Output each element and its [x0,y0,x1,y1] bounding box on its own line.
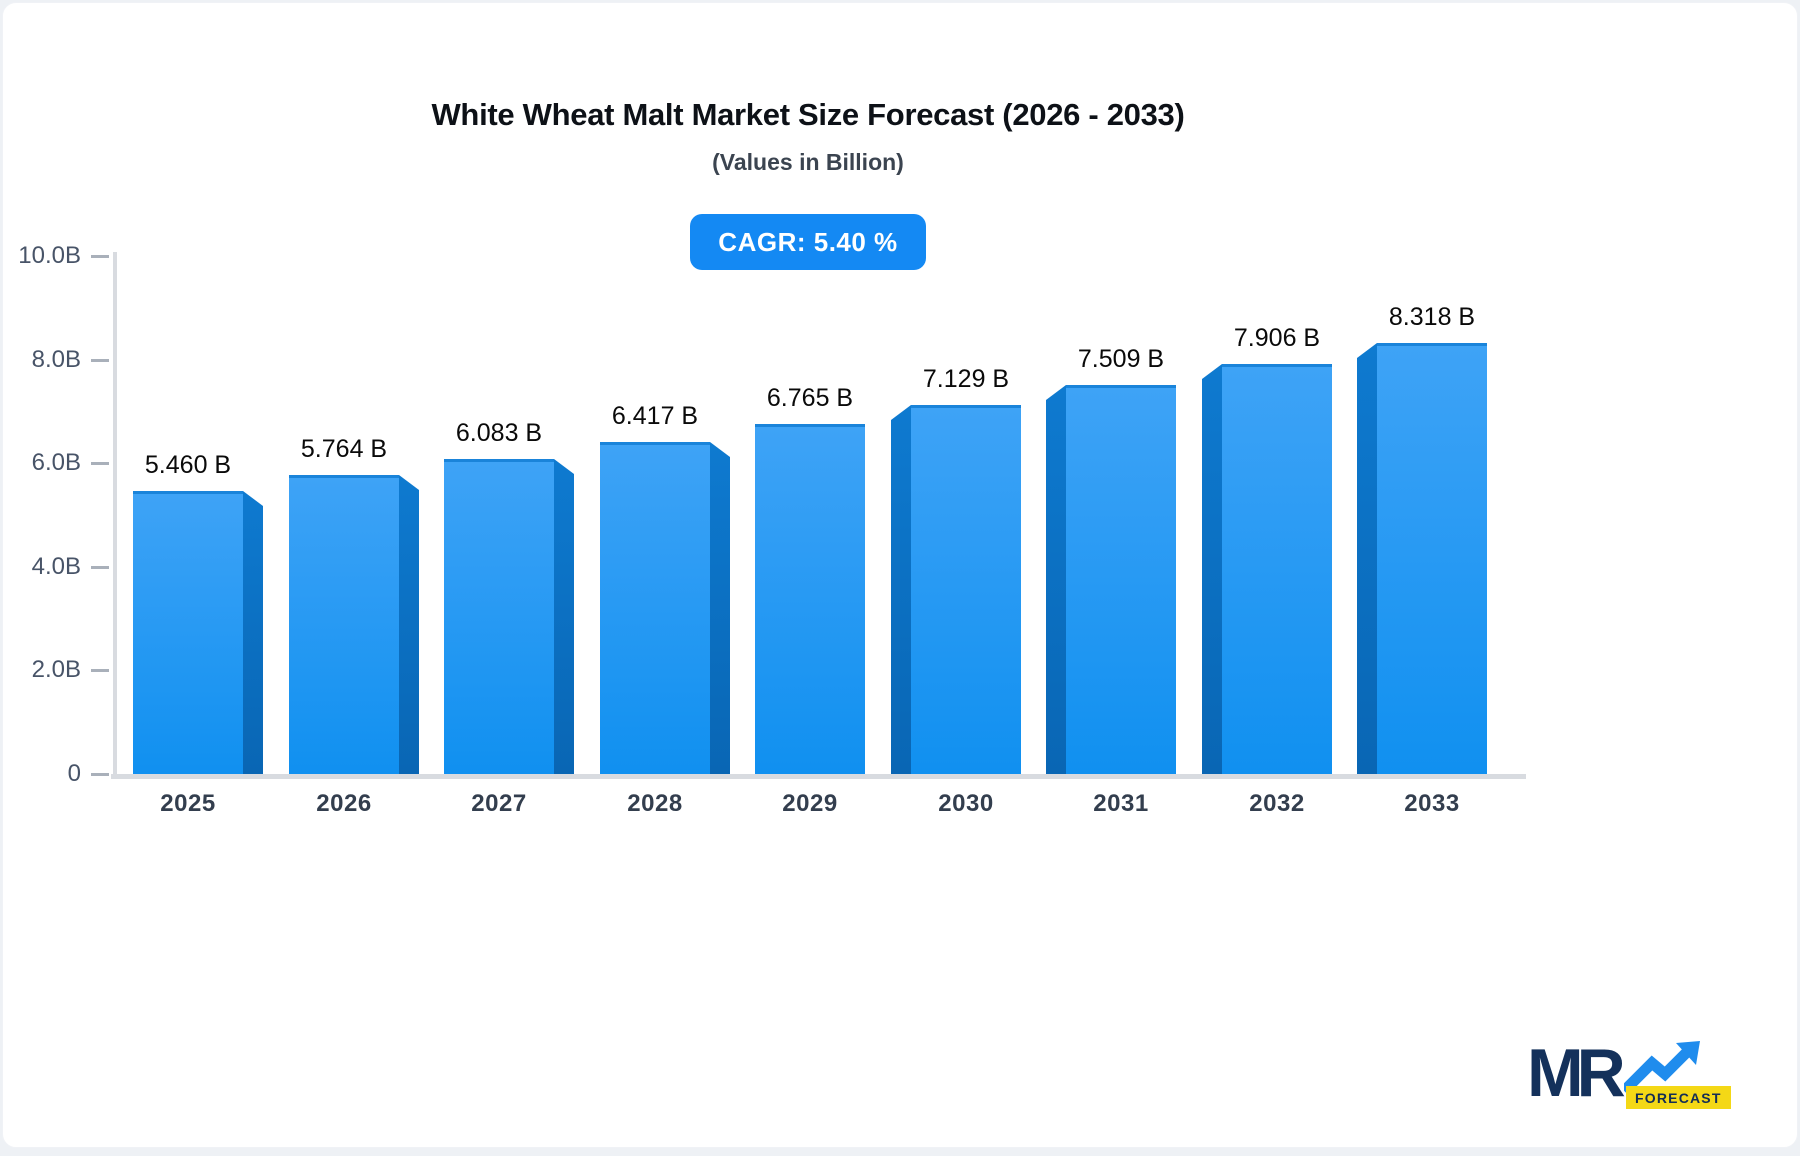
y-axis-tick [91,255,109,258]
bar-value-label: 5.764 B [300,435,388,463]
bar-2025 [133,491,243,774]
bar-2033 [1377,343,1487,774]
logo-forecast-badge: FORECAST [1626,1086,1731,1109]
x-axis-label: 2025 [160,790,216,817]
bar-value-label: 5.460 B [144,451,232,479]
chart-subtitle: (Values in Billion) [712,149,904,175]
bar-value-label: 7.129 B [922,365,1010,393]
bar-side-face [554,459,574,774]
y-axis-tick [91,359,109,362]
bar-value-label: 6.417 B [611,402,699,430]
logo-mr-text: MR [1527,1035,1626,1111]
x-axis-label: 2026 [316,790,372,817]
mrforecast-logo: MR FORECAST [1527,1039,1737,1119]
bar-side-face [1357,343,1377,774]
bar-2026 [289,475,399,774]
y-axis-label: 6.0B [31,449,81,476]
y-axis-label: 10.0B [18,242,81,269]
bar-2031 [1066,385,1176,774]
bar-side-face [891,405,911,774]
bar-value-label: 7.906 B [1233,324,1321,352]
y-axis-label: 8.0B [31,346,81,373]
logo-trend-arrow-icon [1624,1041,1700,1093]
bar-chart: 0 2.0B 4.0B 6.0B 8.0B 10.0B 5.460 B 2025 5.764 B… [3,3,1797,1147]
bar-2028 [600,442,710,774]
x-axis-line [111,774,1526,779]
y-axis-tick [91,462,109,465]
x-axis-label: 2030 [938,790,994,817]
bar-2029 [755,424,865,774]
y-axis-label: 4.0B [31,553,81,580]
y-axis-line [113,252,117,779]
x-axis-label: 2032 [1249,790,1305,817]
bar-side-face [1046,385,1066,774]
y-axis-label: 0 [67,760,81,787]
chart-title: White Wheat Malt Market Size Forecast (2… [431,97,1185,132]
y-axis-tick [91,773,109,776]
bar-side-face [243,491,263,774]
x-axis-label: 2027 [471,790,527,817]
y-axis-tick [91,566,109,569]
bar-2030 [911,405,1021,774]
y-axis-tick [91,669,109,672]
bar-side-face [399,475,419,774]
chart-header: White Wheat Malt Market Size Forecast (2… [3,3,1613,270]
bar-value-label: 6.083 B [455,419,543,447]
bar-value-label: 8.318 B [1388,303,1476,331]
bar-side-face [1202,364,1222,774]
x-axis-label: 2031 [1093,790,1149,817]
bar-2032 [1222,364,1332,774]
cagr-badge: CAGR: 5.40 % [690,214,926,270]
x-axis-label: 2029 [782,790,838,817]
bar-value-label: 6.765 B [766,384,854,412]
bar-value-label: 7.509 B [1077,345,1165,373]
bar-2027 [444,459,554,774]
x-axis-label: 2028 [627,790,683,817]
y-axis-label: 2.0B [31,656,81,683]
bar-side-face [710,442,730,774]
x-axis-label: 2033 [1404,790,1460,817]
